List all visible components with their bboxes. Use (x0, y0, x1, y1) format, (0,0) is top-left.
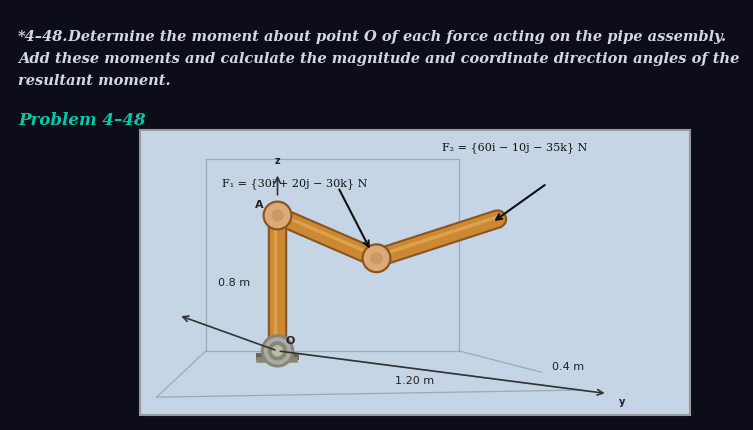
Text: O: O (285, 335, 295, 346)
Circle shape (273, 346, 282, 356)
Circle shape (261, 335, 294, 367)
Circle shape (364, 246, 389, 270)
Circle shape (362, 244, 391, 273)
Circle shape (265, 203, 290, 227)
Circle shape (264, 338, 291, 364)
Text: A: A (255, 200, 264, 210)
Text: Add these moments and calculate the magnitude and coordinate direction angles of: Add these moments and calculate the magn… (18, 52, 739, 66)
Text: Determine the moment about point O of each force acting on the pipe assembly.: Determine the moment about point O of ea… (63, 30, 726, 44)
Text: 0.4 m: 0.4 m (553, 362, 584, 372)
Text: 0.8 m: 0.8 m (218, 278, 250, 288)
Text: *4–48.: *4–48. (18, 30, 69, 44)
Text: z: z (275, 156, 280, 166)
Text: y: y (618, 397, 625, 407)
Text: F₁ = {30i + 20j − 30k} N: F₁ = {30i + 20j − 30k} N (222, 178, 368, 189)
Text: Problem 4–48: Problem 4–48 (18, 112, 145, 129)
Text: F₂ = {60i − 10j − 35k} N: F₂ = {60i − 10j − 35k} N (443, 142, 588, 153)
Circle shape (371, 253, 382, 264)
Text: 1.20 m: 1.20 m (395, 376, 434, 386)
Circle shape (269, 342, 286, 360)
Circle shape (264, 201, 292, 230)
Text: resultant moment.: resultant moment. (18, 74, 171, 88)
Circle shape (272, 210, 283, 221)
FancyBboxPatch shape (140, 130, 690, 415)
